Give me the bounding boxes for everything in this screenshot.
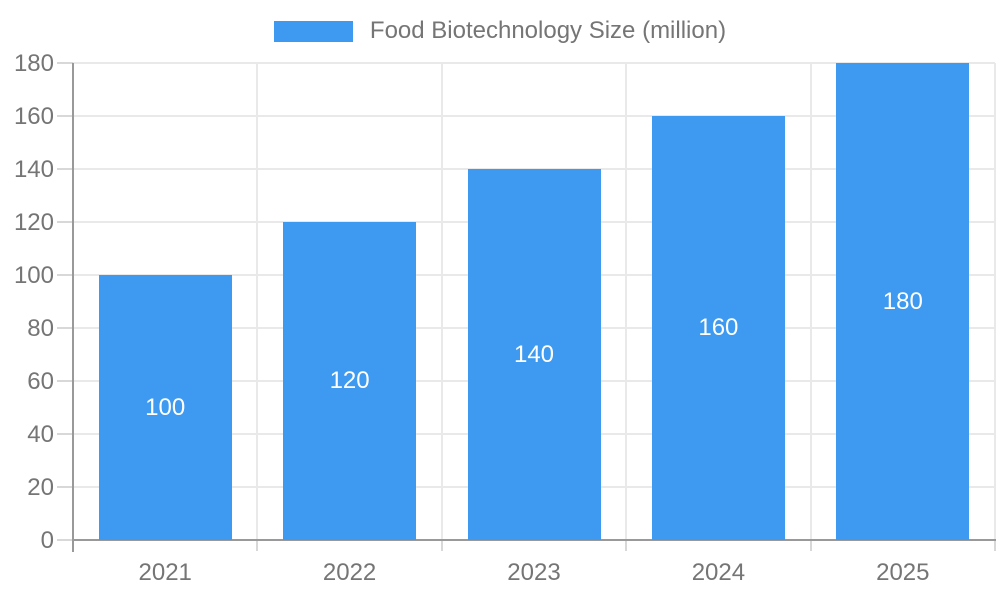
gridline-v (625, 63, 628, 540)
y-tick-label: 160 (13, 103, 54, 130)
gridline-v (809, 63, 812, 540)
x-tick (440, 540, 443, 551)
y-tick-label: 100 (13, 262, 54, 289)
legend[interactable]: Food Biotechnology Size (million) (0, 17, 1000, 45)
x-tick-label: 2023 (507, 559, 561, 586)
bar-value-label: 100 (145, 393, 186, 421)
x-tick-label: 2021 (138, 559, 192, 586)
bar[interactable]: 180 (836, 63, 970, 540)
y-tick-label: 20 (27, 474, 54, 501)
y-tick-label: 0 (40, 527, 54, 554)
gridline-h (73, 62, 995, 64)
gridline-v (256, 63, 259, 540)
y-tick (57, 274, 73, 276)
y-tick (57, 433, 73, 435)
x-tick-label: 2022 (322, 559, 377, 586)
y-tick (57, 539, 73, 541)
y-tick (57, 221, 73, 223)
x-tick (809, 540, 812, 551)
y-tick (57, 115, 73, 117)
bar-value-label: 140 (513, 340, 555, 368)
bar-value-label: 160 (698, 314, 739, 341)
bar-value-label: 120 (329, 367, 370, 394)
y-tick (57, 168, 73, 170)
legend-label: Food Biotechnology Size (million) (369, 17, 727, 44)
bar[interactable]: 100 (98, 275, 232, 540)
x-axis-line (72, 539, 996, 541)
y-tick-label: 80 (27, 315, 54, 342)
bar[interactable]: 160 (651, 116, 785, 540)
gridline-v (440, 63, 443, 540)
y-tick (57, 62, 73, 64)
y-tick-label: 140 (13, 156, 54, 183)
bar[interactable]: 120 (283, 222, 417, 540)
x-tick (256, 540, 259, 551)
y-tick-label: 60 (27, 368, 54, 395)
x-tick-label: 2025 (876, 559, 930, 586)
x-tick (994, 540, 996, 551)
y-tick-label: 120 (13, 209, 54, 236)
gridline-v (994, 63, 996, 540)
y-tick (57, 380, 73, 382)
y-tick (57, 486, 73, 488)
y-axis-line (72, 63, 74, 552)
x-tick (625, 540, 628, 551)
y-tick-label: 180 (13, 50, 54, 77)
y-tick (57, 327, 73, 329)
bar[interactable]: 140 (467, 169, 601, 540)
legend-swatch (273, 20, 353, 42)
x-tick-label: 2024 (691, 559, 746, 586)
y-tick-label: 40 (27, 421, 54, 448)
bar-value-label: 180 (882, 287, 923, 315)
gridline-h (73, 115, 995, 117)
